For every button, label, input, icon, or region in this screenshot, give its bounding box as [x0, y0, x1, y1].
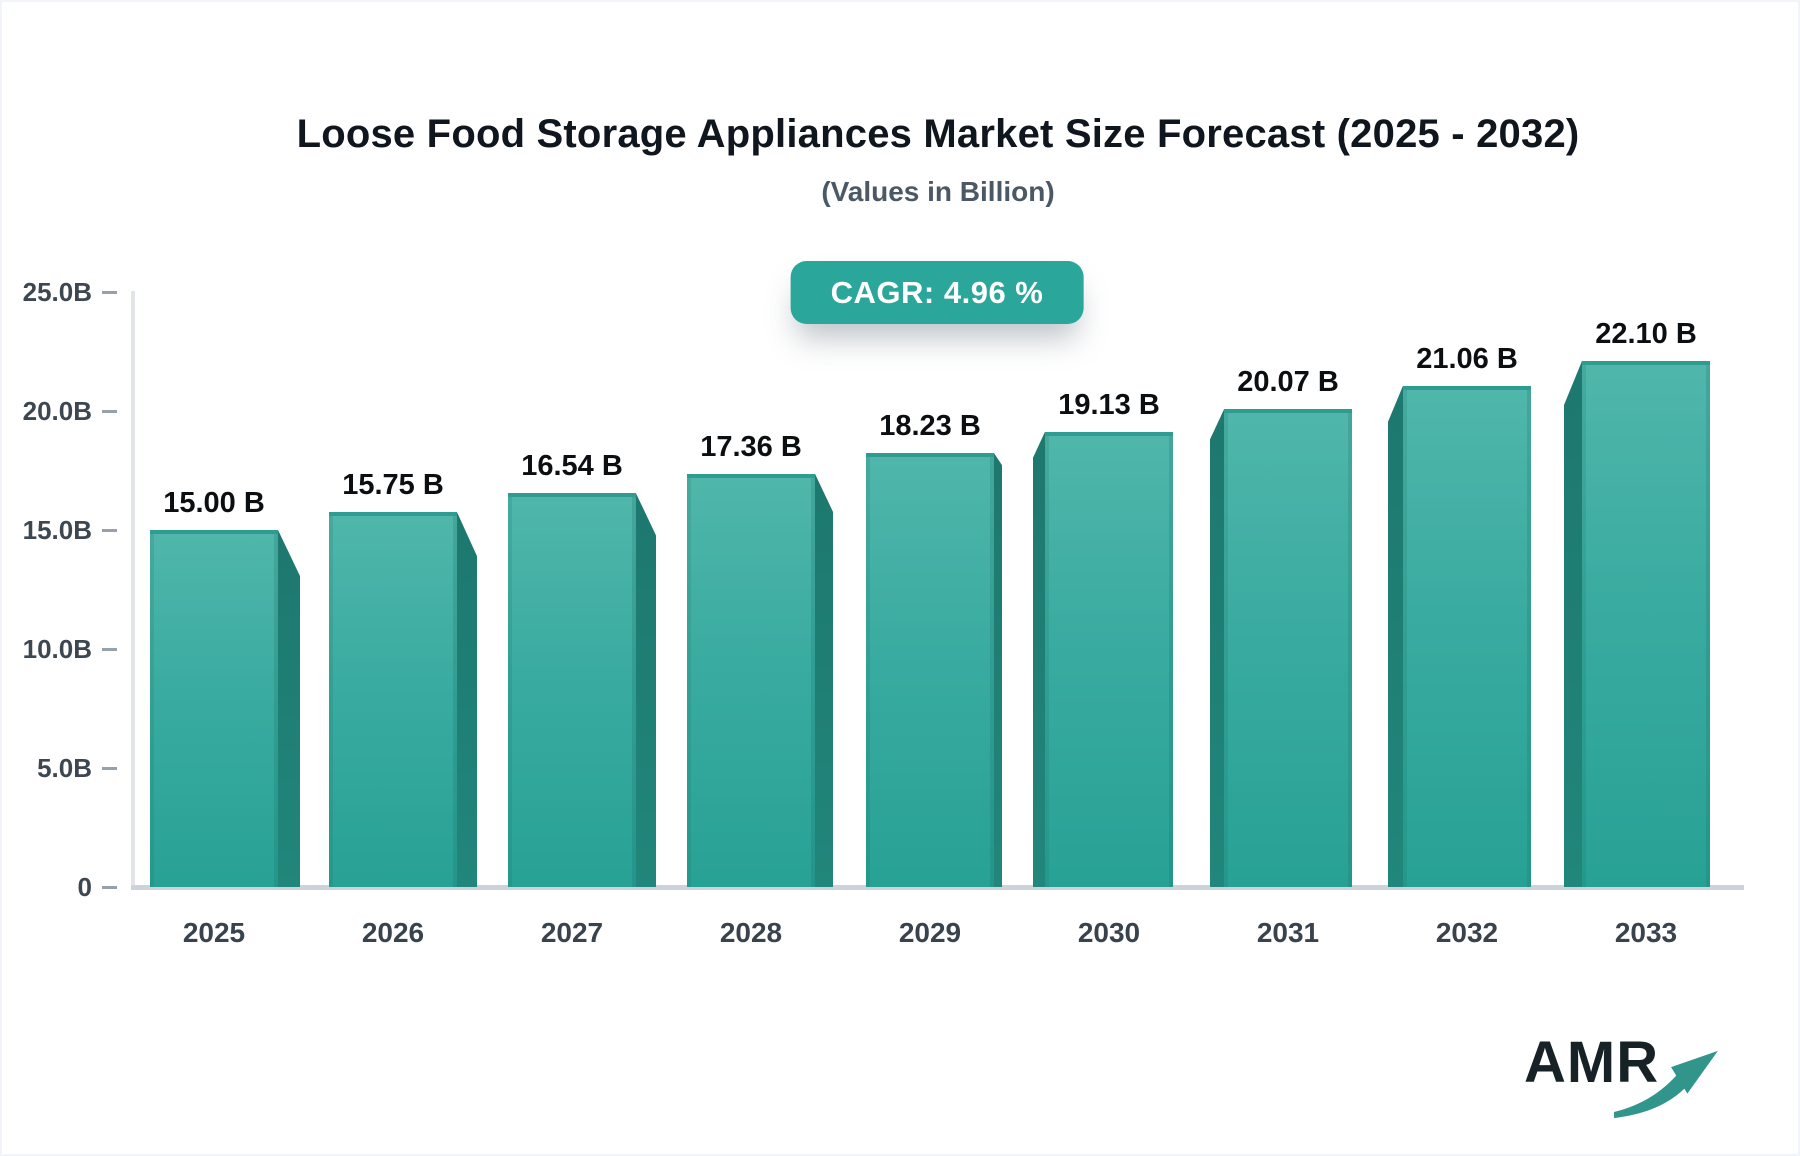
bar-side: [1033, 431, 1045, 887]
bar-2032: [1403, 385, 1531, 887]
chart-subtitle: (Values in Billion): [821, 176, 1055, 207]
bar-2026: [329, 512, 457, 887]
bar-2027: [508, 493, 636, 887]
amr-logo-text: AMR: [1524, 1030, 1660, 1095]
bar-2028: [687, 473, 815, 887]
bar-value-label: 18.23 B: [879, 410, 981, 443]
bar-side: [994, 453, 1002, 887]
y-axis-label: 25.0B: [22, 277, 92, 307]
bar-2031: [1224, 409, 1352, 887]
cagr-badge: CAGR: 4.96 %: [790, 261, 1084, 324]
x-axis-label-2025: 2025: [182, 917, 246, 948]
y-axis-label: 0: [77, 872, 92, 902]
bar-2030: [1045, 431, 1173, 887]
bar-2033: [1582, 361, 1710, 887]
y-axis-label: 20.0B: [22, 396, 92, 426]
bar-side: [1388, 385, 1403, 887]
bar-value-label: 17.36 B: [700, 430, 802, 463]
x-axis-label-2026: 2026: [361, 917, 425, 948]
x-axis-label-2033: 2033: [1614, 917, 1678, 948]
x-axis-label-2032: 2032: [1435, 917, 1499, 948]
y-axis-tick: [102, 410, 117, 413]
bar-side: [1564, 361, 1582, 887]
y-axis-tick: [102, 529, 117, 532]
y-axis-label: 10.0B: [22, 634, 92, 664]
bar-value-label: 15.00 B: [163, 487, 265, 519]
bar-value-label: 21.06 B: [1416, 342, 1518, 375]
x-axis-line: [131, 885, 1744, 890]
y-axis-tick: [102, 767, 117, 770]
bar-value-label: 20.07 B: [1237, 366, 1339, 399]
bar-side: [636, 493, 656, 887]
bar-side: [278, 530, 300, 887]
bar-side: [1210, 409, 1224, 887]
amr-logo: AMR: [1524, 1030, 1724, 1119]
x-axis-label-2028: 2028: [719, 917, 783, 948]
bar-value-label: 16.54 B: [521, 450, 623, 483]
y-axis-tick: [102, 648, 117, 651]
x-axis-label-2027: 2027: [540, 917, 604, 948]
chart-title: Loose Food Storage Appliances Market Siz…: [296, 112, 1580, 156]
x-axis-label-2029: 2029: [898, 917, 962, 948]
y-axis-line: [131, 291, 135, 887]
y-axis-label: 5.0B: [37, 753, 92, 783]
bar-value-label: 22.10 B: [1595, 318, 1697, 351]
x-axis-label-2031: 2031: [1256, 917, 1320, 948]
bar-value-label: 19.13 B: [1058, 388, 1160, 421]
bar-side: [815, 473, 833, 887]
amr-logo-arrow-icon: [1614, 1050, 1718, 1119]
x-axis-label-2030: 2030: [1077, 917, 1141, 948]
bar-value-label: 15.75 B: [342, 469, 444, 502]
y-axis-tick: [102, 886, 117, 889]
y-axis-label: 15.0B: [22, 515, 92, 545]
bar-2025: [150, 530, 278, 887]
bar-2029: [866, 453, 994, 887]
bar-side: [457, 512, 477, 887]
y-axis-tick: [102, 291, 117, 294]
